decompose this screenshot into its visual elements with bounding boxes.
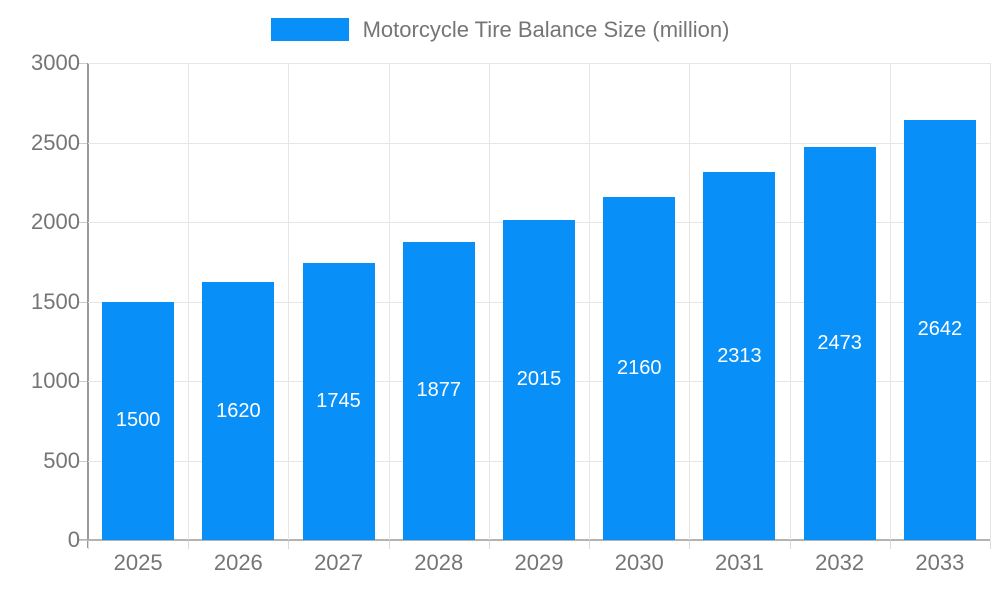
- x-axis-tick: [689, 541, 691, 549]
- bar-2030: 2160: [603, 196, 676, 540]
- y-axis-tick-label: 2000: [31, 209, 80, 234]
- plot-area: 0 500 1000 1500 2000 2500 3000 1500 2025 1620 2026…: [31, 50, 991, 575]
- bar-value-label: 1500: [115, 409, 161, 432]
- y-axis-line: [87, 63, 89, 548]
- y-axis-tick: [79, 381, 87, 382]
- gridline-vertical: [288, 63, 290, 540]
- bar-value-label: 2313: [717, 344, 762, 367]
- x-axis-tick: [789, 541, 791, 549]
- bar-value-label: 1877: [416, 379, 462, 402]
- gridline-vertical: [889, 63, 891, 540]
- x-axis-tick: [88, 541, 89, 549]
- y-axis-tick: [79, 301, 87, 303]
- bar-2027: 1745: [302, 262, 375, 540]
- x-axis-tick: [288, 541, 290, 549]
- x-axis-tick: [990, 541, 991, 549]
- x-axis-tick: [188, 541, 190, 549]
- bar-value-label: 1620: [216, 399, 261, 422]
- bar-2032: 2473: [803, 146, 876, 540]
- y-axis-tick: [79, 63, 87, 64]
- y-axis-tick: [79, 142, 87, 144]
- x-axis-tick: [589, 541, 591, 549]
- bar-value-label: 2473: [817, 331, 862, 354]
- gridline-vertical: [388, 63, 390, 540]
- x-axis-tick-label: 2029: [514, 550, 564, 575]
- x-axis-tick-label: 2030: [614, 550, 664, 575]
- gridline-vertical: [188, 63, 190, 540]
- bar-2029: 2015: [503, 219, 575, 540]
- y-axis-tick-label: 0: [67, 527, 80, 552]
- x-axis-tick: [889, 541, 891, 549]
- y-axis-tick-label: 3000: [31, 50, 80, 75]
- bar-value-label: 2160: [616, 356, 662, 379]
- bar-2031: 2313: [703, 172, 776, 540]
- y-axis-tick: [79, 460, 87, 462]
- x-axis-tick-label: 2026: [213, 550, 263, 575]
- bar-2025: 1500: [102, 301, 175, 540]
- x-axis-tick: [488, 541, 490, 549]
- gridline-vertical: [488, 63, 490, 540]
- y-axis-tick-label: 1000: [31, 368, 80, 393]
- bar-2033: 2642: [903, 119, 976, 540]
- x-axis-tick: [388, 541, 390, 549]
- bar-value-label: 2642: [917, 318, 963, 341]
- y-axis-tick-label: 2500: [31, 129, 80, 155]
- gridline-horizontal: [88, 63, 990, 64]
- x-axis-line: [79, 539, 990, 541]
- gridline-horizontal: [88, 142, 990, 144]
- x-axis-tick-label: 2033: [915, 550, 965, 575]
- gridline-vertical: [689, 63, 691, 540]
- legend-swatch: [270, 18, 349, 41]
- gridline-vertical: [990, 63, 991, 540]
- y-axis-tick-label: 1500: [31, 288, 80, 314]
- gridline-vertical: [789, 63, 791, 540]
- legend[interactable]: Motorcycle Tire Balance Size (million): [0, 18, 1000, 41]
- bar-2028: 1877: [402, 241, 475, 540]
- x-axis-tick-label: 2025: [113, 550, 163, 575]
- gridline-vertical: [589, 63, 591, 540]
- y-axis-tick: [79, 540, 87, 541]
- bar-value-label: 2015: [516, 368, 562, 391]
- x-axis-tick-label: 2032: [815, 550, 865, 575]
- legend-label: Motorcycle Tire Balance Size (million): [362, 17, 730, 42]
- x-axis-tick-label: 2031: [714, 550, 764, 575]
- y-axis-tick-label: 500: [43, 447, 80, 473]
- bar-2026: 1620: [202, 282, 275, 540]
- x-axis-tick-label: 2027: [314, 550, 364, 575]
- y-axis-tick: [79, 222, 87, 223]
- x-axis-tick-label: 2028: [414, 550, 464, 575]
- bar-value-label: 1745: [316, 389, 361, 412]
